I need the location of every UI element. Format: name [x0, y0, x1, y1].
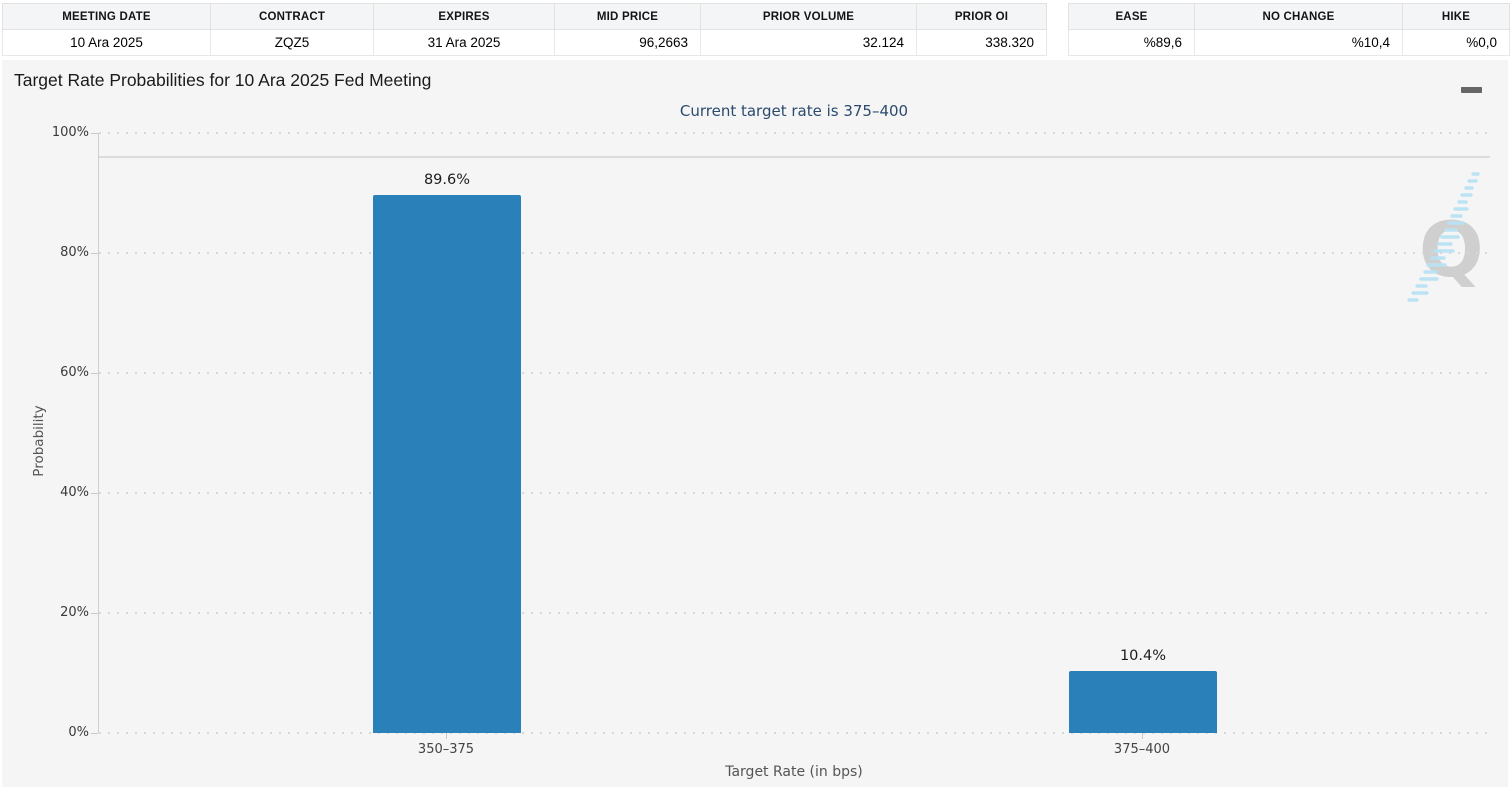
contract-table-header-row: MEETING DATE CONTRACT EXPIRES MID PRICE …: [2, 3, 1047, 30]
meeting-date-value: 10 Ara 2025: [2, 29, 211, 56]
bar-value-label: 89.6%: [423, 172, 471, 189]
plot-area: 89.6% 10.4%: [98, 132, 1490, 734]
probability-table: EASE NO CHANGE HIKE %89,6 %10,4 %0,0: [1068, 3, 1510, 56]
plot-line: [99, 156, 1490, 158]
y-tick-label: 40%: [60, 485, 89, 500]
col-header-mid-price: MID PRICE: [554, 3, 701, 30]
x-axis-title: Target Rate (in bps): [725, 764, 863, 780]
y-tick-mark: [91, 493, 98, 494]
col-header-prior-oi: PRIOR OI: [916, 3, 1047, 30]
col-header-contract: CONTRACT: [210, 3, 374, 30]
x-tick-mark: [446, 733, 447, 739]
mid-price-value: 96,2663: [554, 29, 701, 56]
gridline-0%: [99, 732, 1490, 734]
hike-value: %0,0: [1402, 29, 1510, 56]
gridline-60%: [99, 372, 1490, 374]
y-tick-label: 100%: [51, 125, 89, 140]
prior-volume-value: 32.124: [700, 29, 917, 56]
col-header-expires: EXPIRES: [373, 3, 555, 30]
y-tick-mark: [91, 613, 98, 614]
y-tick-label: 60%: [60, 365, 89, 380]
gridline-20%: [99, 612, 1490, 614]
gridline-80%: [99, 252, 1490, 254]
table-gap: [1047, 3, 1068, 56]
ease-value: %89,6: [1068, 29, 1195, 56]
y-axis-title: Probability: [31, 405, 47, 477]
y-tick-label: 0%: [68, 725, 89, 740]
category-label: 375–400: [1113, 742, 1171, 757]
col-header-no-change: NO CHANGE: [1194, 3, 1403, 30]
probability-table-header-row: EASE NO CHANGE HIKE: [1068, 3, 1510, 30]
y-tick-label: 20%: [60, 605, 89, 620]
col-header-meeting-date: MEETING DATE: [2, 3, 211, 30]
contract-table: MEETING DATE CONTRACT EXPIRES MID PRICE …: [2, 3, 1047, 56]
gridline-100%: [99, 132, 1490, 134]
expires-value: 31 Ara 2025: [373, 29, 555, 56]
y-tick-mark: [91, 373, 98, 374]
col-header-prior-volume: PRIOR VOLUME: [700, 3, 917, 30]
probability-bar[interactable]: [1069, 670, 1217, 733]
chart-title: Target Rate Probabilities for 10 Ara 202…: [14, 70, 432, 90]
y-tick-mark: [91, 133, 98, 134]
probability-bar[interactable]: [373, 195, 521, 733]
y-tick-mark: [91, 253, 98, 254]
no-change-value: %10,4: [1194, 29, 1403, 56]
contract-table-value-row: 10 Ara 2025 ZQZ5 31 Ara 2025 96,2663 32.…: [2, 29, 1047, 56]
bar-value-label: 10.4%: [1119, 647, 1167, 664]
prior-oi-value: 338.320: [916, 29, 1047, 56]
top-tables: MEETING DATE CONTRACT EXPIRES MID PRICE …: [2, 3, 1510, 56]
y-tick-label: 80%: [60, 245, 89, 260]
category-label: 350–375: [417, 742, 475, 757]
x-tick-mark: [1142, 733, 1143, 739]
fed-probability-chart: Target Rate Probabilities for 10 Ara 202…: [2, 60, 1508, 787]
col-header-hike: HIKE: [1402, 3, 1510, 30]
chart-menu-button[interactable]: [1461, 77, 1482, 93]
gridline-40%: [99, 492, 1490, 494]
contract-value: ZQZ5: [210, 29, 374, 56]
col-header-ease: EASE: [1068, 3, 1195, 30]
y-tick-mark: [91, 733, 98, 734]
chart-subtitle: Current target rate is 375–400: [679, 102, 909, 120]
probability-table-value-row: %89,6 %10,4 %0,0: [1068, 29, 1510, 56]
